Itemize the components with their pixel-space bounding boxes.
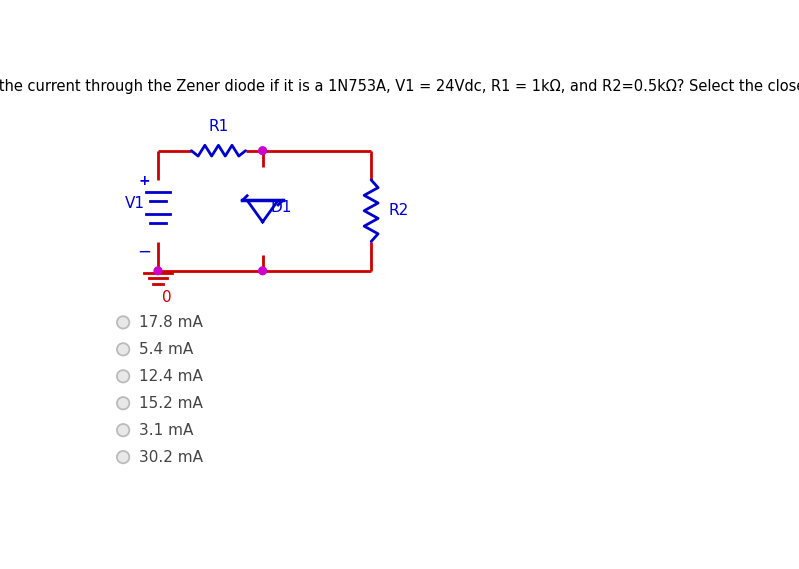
Text: 12.4 mA: 12.4 mA bbox=[138, 369, 202, 384]
Circle shape bbox=[118, 452, 128, 462]
Text: 0: 0 bbox=[162, 290, 172, 305]
Circle shape bbox=[118, 318, 128, 327]
Text: 17.8 mA: 17.8 mA bbox=[138, 315, 202, 330]
Text: +: + bbox=[138, 174, 150, 188]
Circle shape bbox=[259, 267, 267, 275]
Text: 5.4 mA: 5.4 mA bbox=[138, 342, 193, 357]
Text: D1: D1 bbox=[270, 200, 292, 215]
Circle shape bbox=[154, 267, 162, 275]
Text: R1: R1 bbox=[209, 119, 229, 134]
Text: V1: V1 bbox=[125, 196, 145, 211]
Text: R2: R2 bbox=[388, 203, 408, 218]
Text: 3.1 mA: 3.1 mA bbox=[138, 423, 193, 438]
Circle shape bbox=[118, 398, 128, 408]
Text: What is the current through the Zener diode if it is a 1N753A, V1 = 24Vdc, R1 = : What is the current through the Zener di… bbox=[0, 79, 799, 94]
Circle shape bbox=[118, 425, 128, 435]
Circle shape bbox=[259, 147, 267, 155]
Circle shape bbox=[118, 344, 128, 354]
Text: −: − bbox=[137, 243, 151, 261]
Circle shape bbox=[118, 372, 128, 381]
Text: 30.2 mA: 30.2 mA bbox=[138, 450, 203, 465]
Text: 15.2 mA: 15.2 mA bbox=[138, 395, 202, 411]
